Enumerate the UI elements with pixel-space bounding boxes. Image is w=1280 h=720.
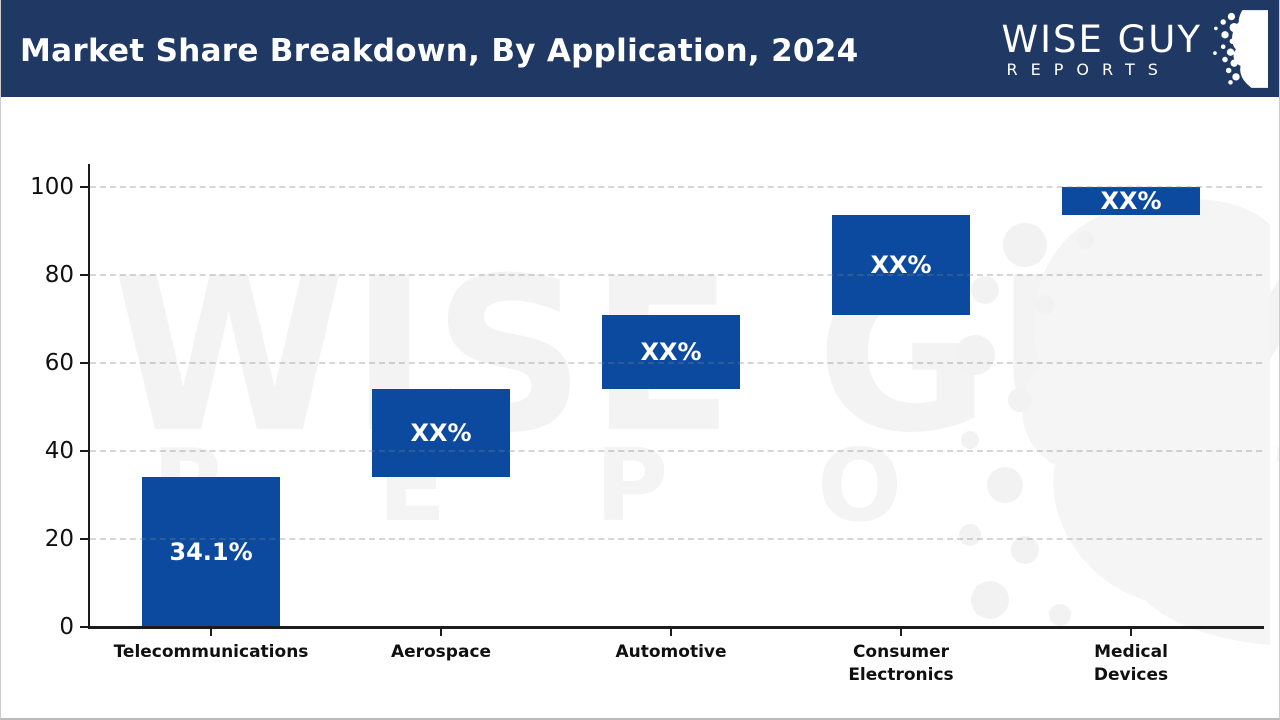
bar-telecommunications [142,476,280,627]
y-tick-label-0: 0 [59,614,74,640]
wise-guy-logo: WISE GUY REPORTS [1002,6,1268,92]
logo-face-icon [1213,10,1268,88]
x-tick-label-telecommunications: Telecommunications [113,642,309,662]
y-tick-label-60: 60 [44,350,74,376]
bar-value-label-aerospace: XX% [410,418,472,447]
x-tick-mark-automotive [670,629,672,636]
gridline-80 [90,274,1262,276]
y-tick-mark-80 [80,274,88,276]
y-tick-label-20: 20 [44,526,74,552]
bar-aerospace [372,388,510,477]
x-tick-mark-consumer-electronics [900,629,902,636]
y-tick-label-80: 80 [44,262,74,288]
y-tick-label-40: 40 [44,438,74,464]
y-tick-mark-40 [80,450,88,452]
bar-value-label-automotive: XX% [640,338,702,366]
bar-value-label-medical-devices: XX% [1100,187,1162,216]
logo-subtitle: REPORTS [1006,59,1171,79]
bar-consumer-electronics [832,215,970,316]
logo-wordmark: WISE GUY [1001,17,1202,61]
x-tick-label-consumer-electronics: Consumer Electronics [848,642,954,685]
y-tick-mark-100 [80,186,88,188]
bar-automotive [602,315,740,389]
watermark-face-icon [955,199,1270,645]
gridline-100 [90,186,1262,188]
bar-value-label-consumer-electronics: XX% [870,251,932,280]
gridline-20 [90,538,1262,540]
header-bar: Market Share Breakdown, By Application, … [0,0,1280,97]
gridline-60 [90,362,1262,364]
gridline-40 [90,450,1262,452]
y-tick-mark-60 [80,362,88,364]
y-tick-label-100: 100 [30,174,74,200]
x-tick-label-automotive: Automotive [615,642,727,662]
x-tick-mark-telecommunications [210,629,212,636]
logo-text: WISE GUY REPORTS [1002,21,1202,78]
x-tick-mark-aerospace [440,629,442,636]
bar-value-label-telecommunications: 34.1% [169,537,253,566]
y-axis-line [88,164,90,628]
y-tick-mark-0 [80,626,88,628]
x-tick-label-medical-devices: Medical Devices [1093,642,1169,685]
y-tick-mark-20 [80,538,88,540]
chart-title: Market Share Breakdown, By Application, … [20,33,859,69]
x-tick-mark-medical-devices [1130,629,1132,636]
x-tick-label-aerospace: Aerospace [390,642,492,662]
x-axis-line [88,626,1264,629]
